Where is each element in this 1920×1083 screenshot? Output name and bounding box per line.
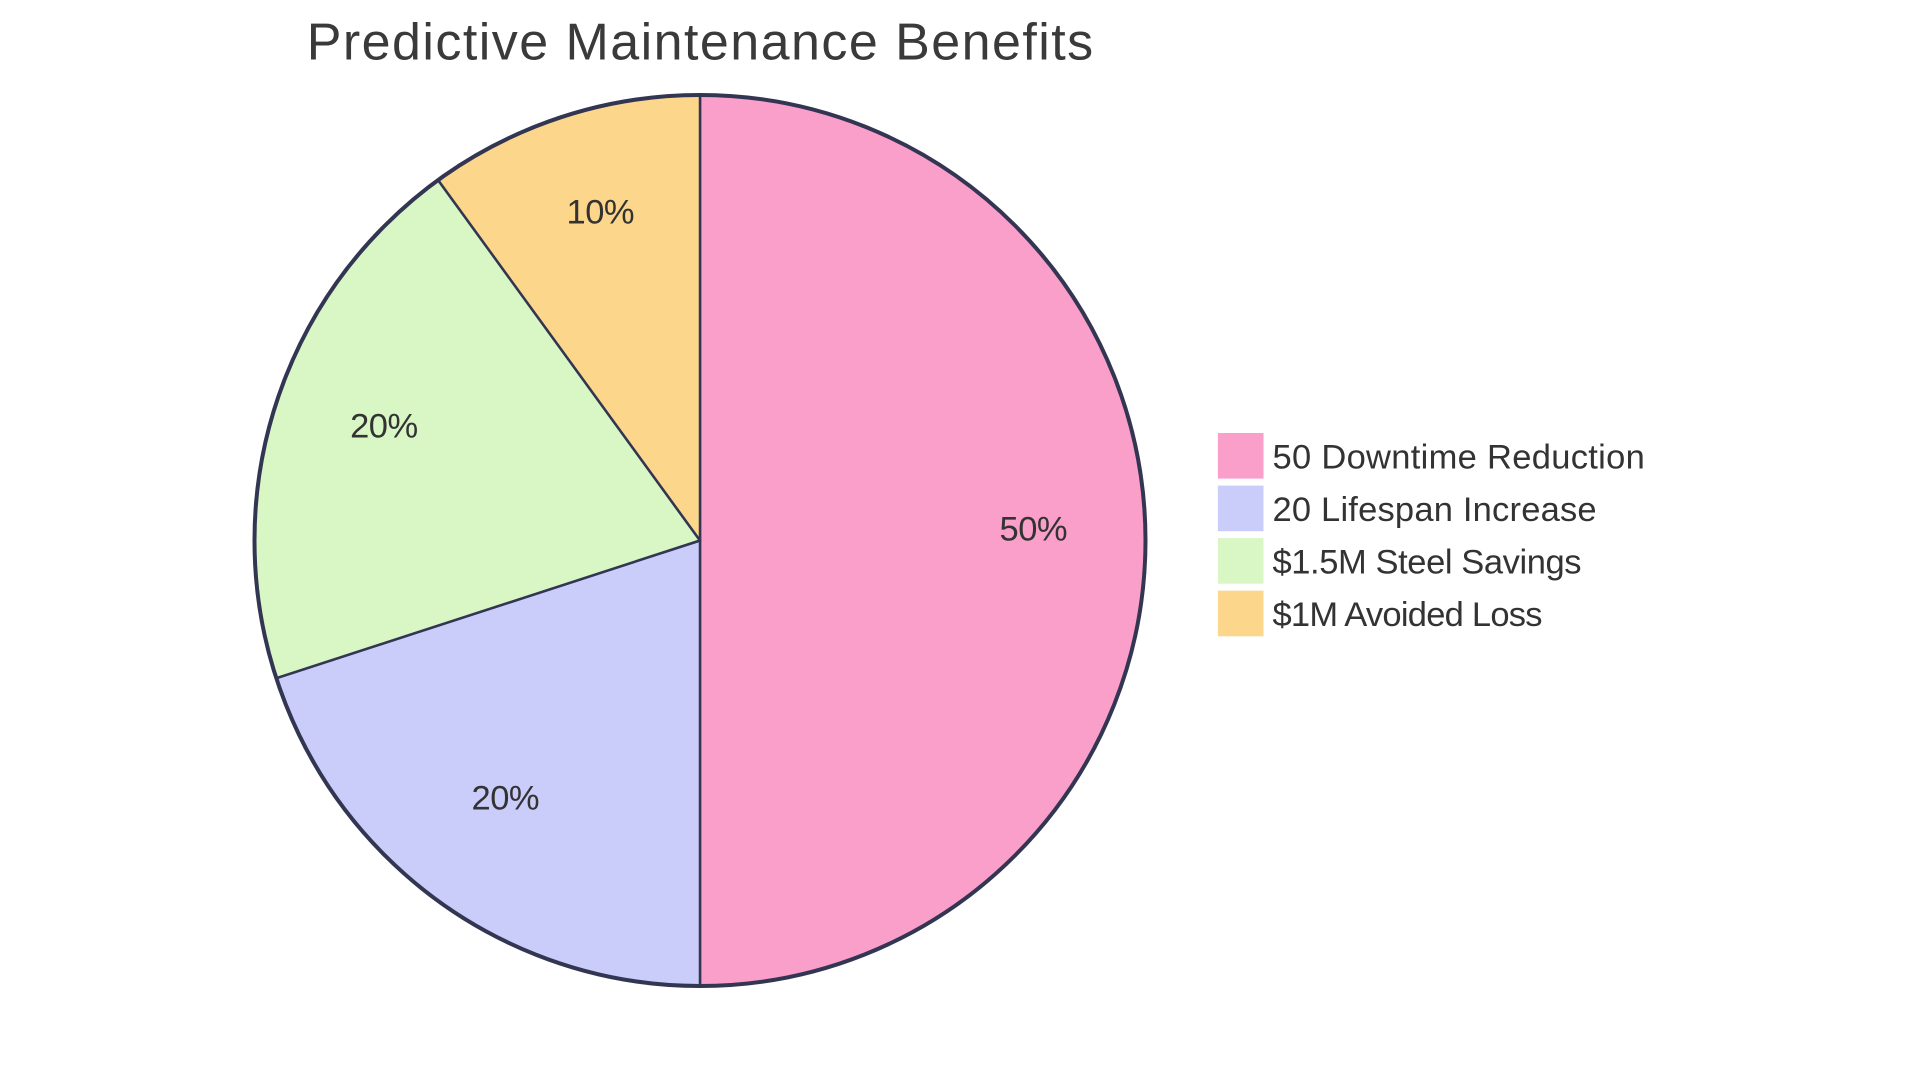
svg-text:20%: 20% xyxy=(472,779,540,817)
svg-text:20 Lifespan Increase: 20 Lifespan Increase xyxy=(1273,491,1597,529)
svg-text:$1.5M Steel Savings: $1.5M Steel Savings xyxy=(1273,544,1582,582)
svg-text:50%: 50% xyxy=(1000,511,1068,549)
svg-text:10%: 10% xyxy=(567,193,635,231)
svg-text:50 Downtime Reduction: 50 Downtime Reduction xyxy=(1273,438,1646,476)
svg-text:20%: 20% xyxy=(350,408,418,446)
svg-text:$1M Avoided Loss: $1M Avoided Loss xyxy=(1273,596,1542,634)
svg-text:Predictive Maintenance Benefit: Predictive Maintenance Benefits xyxy=(307,14,1095,72)
